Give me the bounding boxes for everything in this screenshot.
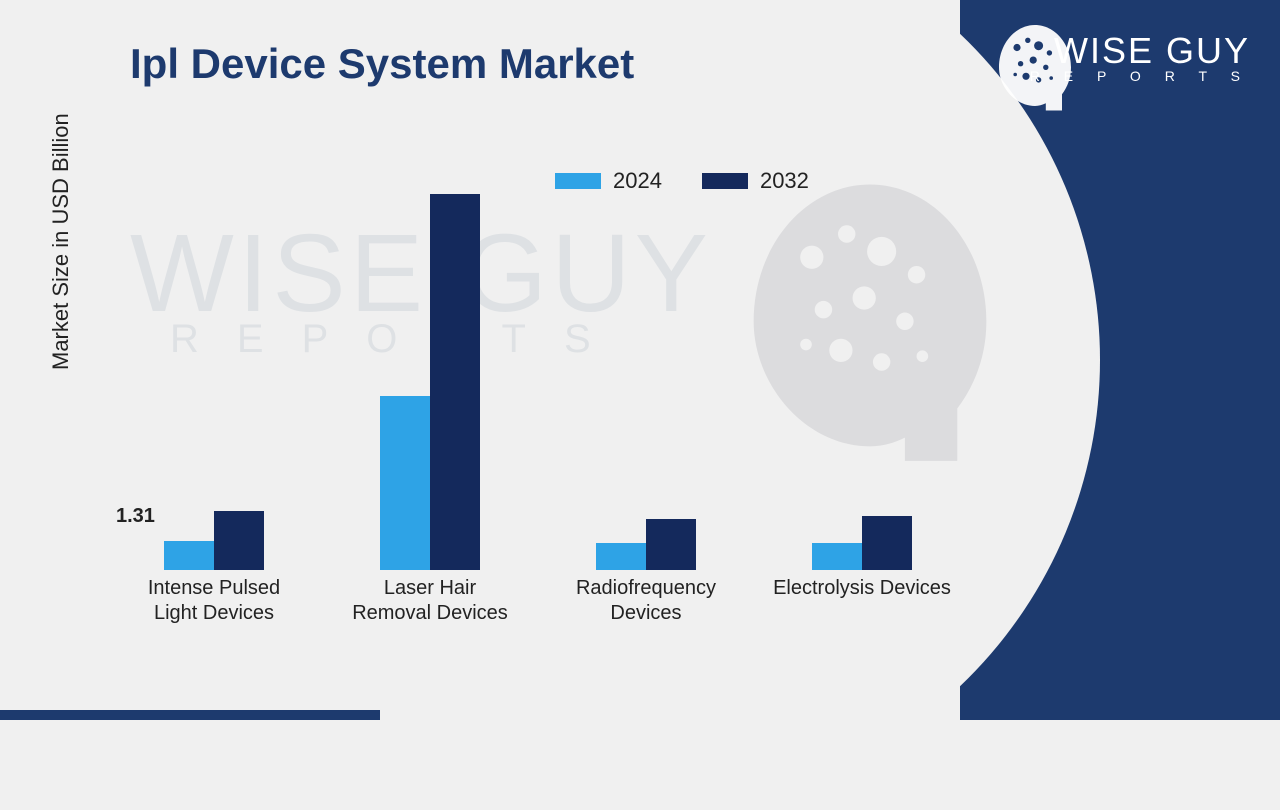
y-axis-label: Market Size in USD Billion — [48, 113, 74, 370]
legend: 2024 2032 — [555, 168, 809, 194]
bar-2024 — [812, 543, 862, 570]
brand-logo: WISE GUY R E P O R T S — [1030, 30, 1250, 84]
category-label: Laser Hair Removal Devices — [350, 576, 510, 626]
chart-title: Ipl Device System Market — [130, 40, 634, 88]
bar-2024 — [380, 396, 430, 570]
bar-2024 — [596, 543, 646, 570]
legend-item-2024: 2024 — [555, 168, 662, 194]
bar-2032 — [430, 194, 480, 570]
bar-group — [812, 516, 912, 570]
legend-item-2032: 2032 — [702, 168, 809, 194]
category-label: Radiofrequency Devices — [546, 576, 746, 626]
category-label: Electrolysis Devices — [772, 576, 952, 601]
bar-group — [380, 194, 480, 570]
legend-swatch-2032 — [702, 173, 748, 189]
bar-2032 — [862, 516, 912, 570]
bottom-bar — [0, 710, 380, 720]
bar-group — [596, 519, 696, 570]
bar-2024 — [164, 541, 214, 570]
legend-swatch-2024 — [555, 173, 601, 189]
legend-label-2032: 2032 — [760, 168, 809, 194]
bar-value-label: 1.31 — [116, 505, 155, 528]
brand-sub: R E P O R T S — [1030, 68, 1250, 84]
legend-label-2024: 2024 — [613, 168, 662, 194]
bar-2032 — [646, 519, 696, 570]
bar-2032 — [214, 511, 264, 570]
chart-plot-area: 1.31 — [110, 190, 970, 570]
bar-group — [164, 511, 264, 570]
brand-top: WISE GUY — [1030, 30, 1250, 72]
category-label: Intense Pulsed Light Devices — [134, 576, 294, 626]
